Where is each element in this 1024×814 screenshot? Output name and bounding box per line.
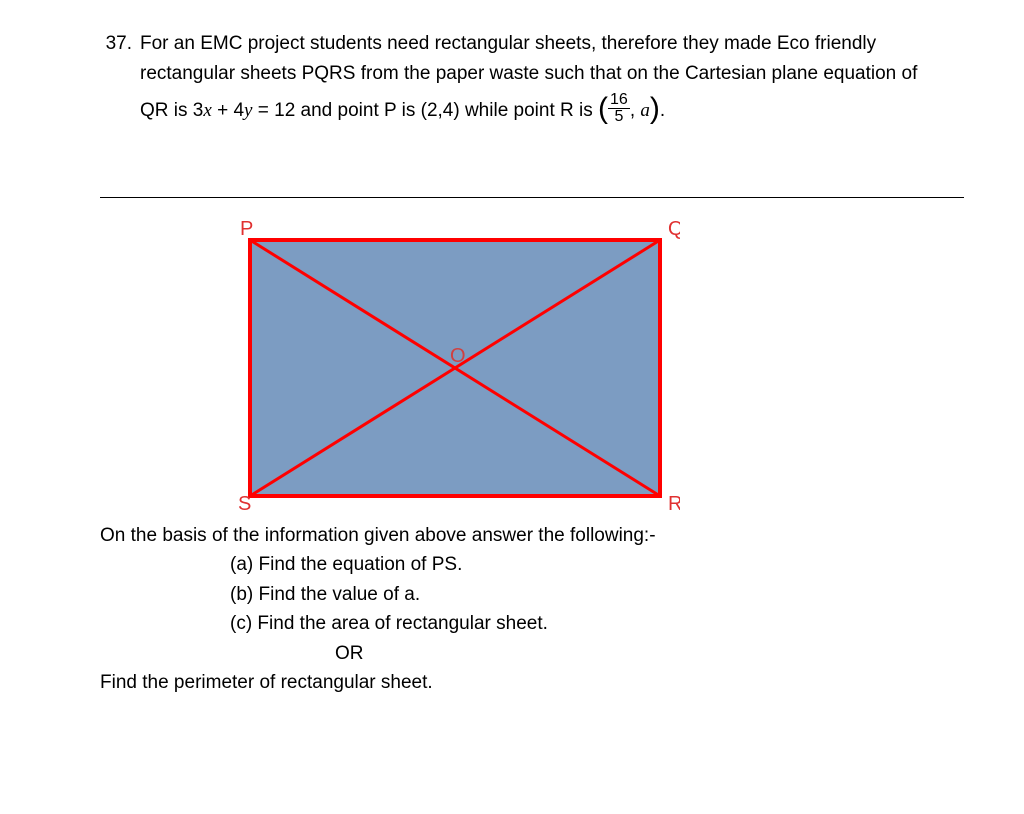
var-a: a: [640, 100, 650, 121]
sub-b: (b) Find the value of a.: [230, 581, 964, 609]
svg-text:O: O: [450, 345, 466, 367]
final-question: Find the perimeter of rectangular sheet.: [100, 669, 964, 697]
fraction-num: 16: [608, 92, 630, 109]
line3-prefix: QR is: [140, 100, 193, 121]
svg-text:S: S: [238, 493, 251, 515]
question-line1: For an EMC project students need rectang…: [140, 30, 964, 58]
question-text: For an EMC project students need rectang…: [140, 30, 964, 135]
eq-eq: =: [252, 100, 274, 121]
horizontal-divider: [100, 197, 964, 198]
eq-x: x: [203, 100, 211, 121]
paren-close: ): [650, 92, 660, 125]
question-line2: rectangular sheets PQRS from the paper w…: [140, 60, 964, 88]
or-label: OR: [335, 640, 964, 668]
eq-3: 3: [193, 100, 204, 121]
diagram-container: P Q S R O: [100, 220, 964, 516]
question-line3: QR is 3x + 4y = 12 and point P is (2,4) …: [140, 89, 964, 133]
question-number: 37.: [100, 30, 140, 58]
svg-text:R: R: [668, 493, 680, 515]
sub-c: (c) Find the area of rectangular sheet.: [230, 610, 964, 638]
line3-end: .: [660, 100, 665, 121]
comma: ,: [630, 100, 641, 121]
eq-plus: +: [212, 100, 234, 121]
question-block: 37. For an EMC project students need rec…: [100, 30, 964, 135]
eq-12: 12: [274, 100, 295, 121]
sub-a: (a) Find the equation of PS.: [230, 551, 964, 579]
followup-intro: On the basis of the information given ab…: [100, 522, 964, 550]
rectangle-diagram: P Q S R O: [230, 220, 680, 516]
svg-text:P: P: [240, 220, 253, 240]
fraction-den: 5: [608, 109, 630, 125]
fraction: 16 5: [608, 92, 630, 125]
sub-questions: (a) Find the equation of PS. (b) Find th…: [230, 551, 964, 638]
paren-open: (: [598, 92, 608, 125]
eq-4: 4: [233, 100, 244, 121]
line3-mid: and point P is (2,4) while point R is: [295, 100, 598, 121]
svg-text:Q: Q: [668, 220, 680, 240]
